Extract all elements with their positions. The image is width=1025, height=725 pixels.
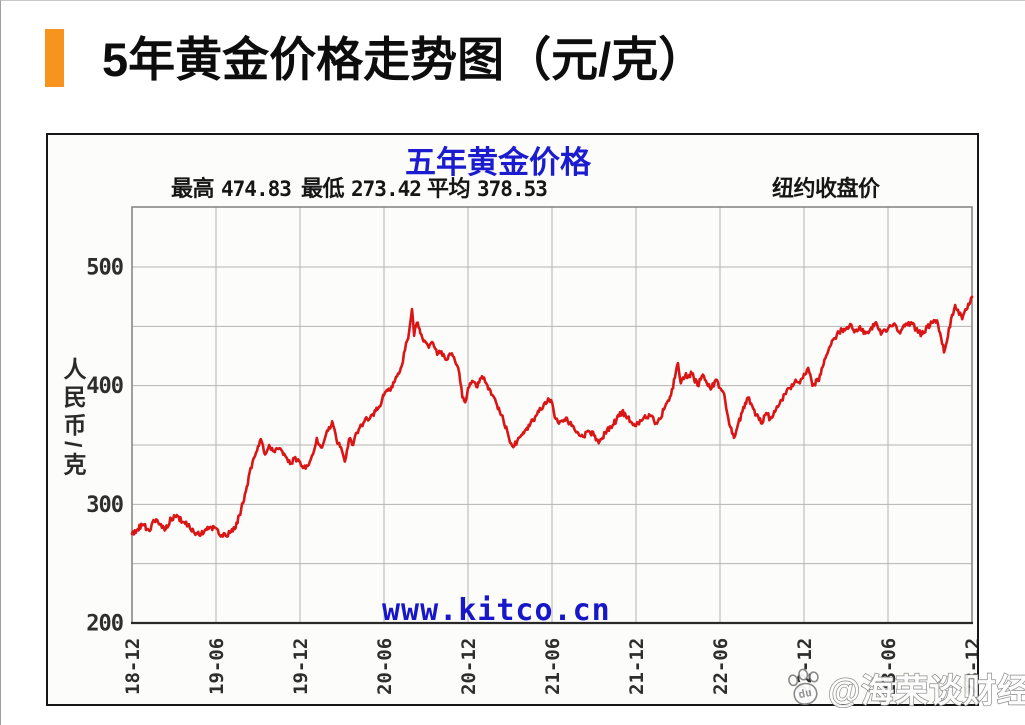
y-tick-label: 300 bbox=[86, 493, 123, 518]
x-tick-label: 21-12 bbox=[626, 638, 648, 695]
page-title: 5年黄金价格走势图（元/克） bbox=[102, 33, 706, 86]
stat-low-label: 最低 bbox=[301, 176, 345, 201]
stat-high-value: 474.83 bbox=[221, 177, 292, 201]
y-tick-label: 400 bbox=[86, 374, 123, 399]
stat-low-value: 273.42 bbox=[351, 177, 422, 201]
stat-avg: 平均 378.53 bbox=[427, 171, 548, 203]
x-tick-label: 19-12 bbox=[290, 638, 312, 695]
x-tick-label: 19-06 bbox=[206, 638, 228, 695]
stat-high-label: 最高 bbox=[171, 176, 215, 201]
stat-source-label: 纽约收盘价 bbox=[772, 176, 880, 201]
paw-icon: du bbox=[788, 668, 819, 705]
stat-avg-label: 平均 bbox=[427, 176, 471, 201]
x-tick-label: 23-06 bbox=[878, 638, 900, 695]
x-tick-label: 22-12 bbox=[794, 638, 816, 695]
social-watermark: du @海荣谈财经 bbox=[785, 667, 1025, 710]
x-tick-label: 18-12 bbox=[122, 638, 144, 695]
header-accent-bar bbox=[45, 29, 64, 87]
social-watermark-text: @海荣谈财经 bbox=[827, 671, 1025, 709]
stat-low: 最低 273.42 bbox=[301, 171, 422, 203]
kitco-watermark: www.kitco.cn bbox=[382, 593, 611, 628]
y-tick-label: 200 bbox=[86, 612, 123, 637]
stat-high: 最高 474.83 bbox=[171, 171, 292, 203]
stat-avg-value: 378.53 bbox=[477, 177, 548, 201]
x-tick-label: 22-06 bbox=[710, 638, 732, 695]
y-tick-label: 500 bbox=[86, 256, 123, 281]
price-plot: 500 400 300 200 18-12 19-06 19-12 20-06 20-12 21-… bbox=[48, 135, 984, 704]
gold-price-chart-panel: 五年黄金价格 最高 474.83 最低 273.42 平均 378.53 纽约收盘价 … bbox=[46, 133, 984, 706]
paw-icon-text: du bbox=[797, 686, 813, 701]
x-tick-label: 20-06 bbox=[374, 638, 396, 695]
price-line bbox=[130, 295, 974, 538]
x-tick-label: 20-12 bbox=[458, 638, 480, 695]
y-axis-title: 人民币/克 bbox=[60, 357, 86, 481]
x-tick-label: 21-06 bbox=[542, 638, 564, 695]
chart-title: 五年黄金价格 bbox=[405, 145, 591, 180]
